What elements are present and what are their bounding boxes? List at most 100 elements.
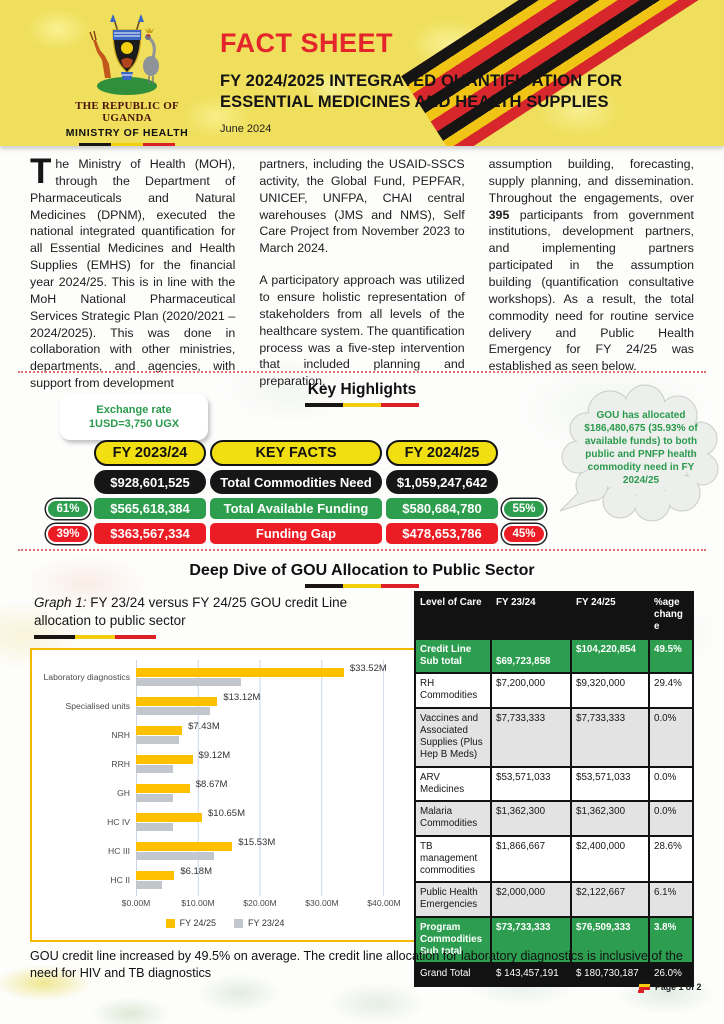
chart-bar-fy2425 bbox=[136, 696, 218, 706]
deep-dive-heading: Deep Dive of GOU Allocation to Public Se… bbox=[0, 562, 724, 588]
intro-column-3: assumption building, forecasting, supply… bbox=[489, 156, 694, 392]
chart-bar-fy2425 bbox=[136, 667, 344, 677]
exchange-rate-line1: Exchange rate bbox=[96, 403, 172, 416]
alloc-row-tb: TB management commodities $1,866,667 $2,… bbox=[414, 834, 694, 884]
chart-category-label: HC II bbox=[110, 874, 130, 885]
key-facts-header-fy2425: FY 2024/25 bbox=[386, 440, 498, 466]
document-title-line1: FY 2024/2025 INTEGRATED QUANTIFICATION F… bbox=[220, 72, 623, 90]
header-text-block: FACT SHEET FY 2024/2025 INTEGRATED QUANT… bbox=[220, 28, 660, 135]
chart-bar-fy2425 bbox=[136, 870, 175, 880]
chart-bar-fy2324 bbox=[136, 793, 174, 802]
exchange-rate-box: Exchange rate 1USD=3,750 UGX bbox=[60, 394, 208, 440]
legend-item-fy2324: FY 23/24 bbox=[234, 918, 284, 928]
chart-bar-fy2324 bbox=[136, 851, 215, 860]
chart-category-row: Specialised units $13.12M bbox=[40, 691, 384, 720]
allocation-header-row: Level of Care FY 23/24 FY 24/25 %age cha… bbox=[414, 591, 694, 640]
chart-bar-fy2324 bbox=[136, 706, 211, 715]
chart-category-row: Laboratory diagnostics $33.52M bbox=[40, 662, 387, 691]
chart-category-label: Specialised units bbox=[65, 700, 131, 711]
legend-swatch-fy2324 bbox=[234, 918, 243, 928]
graph-caption: Graph 1: FY 23/24 versus FY 24/25 GOU cr… bbox=[34, 594, 404, 639]
intro-col1-text: he Ministry of Health (MOH), through the… bbox=[30, 157, 236, 391]
alloc-header-level: Level of Care bbox=[414, 591, 492, 640]
alloc-row-rh: RH Commodities $7,200,000 $9,320,000 29.… bbox=[414, 672, 694, 709]
document-title: FY 2024/2025 INTEGRATED QUANTIFICATION F… bbox=[220, 71, 660, 114]
gou-credit-line-bar-chart: Laboratory diagnostics $33.52M Specialis… bbox=[30, 648, 420, 942]
intro-col3-participants-count: 395 bbox=[488, 207, 510, 222]
intro-col2-paragraph1: partners, including the USAID-SSCS activ… bbox=[259, 157, 465, 256]
chart-category-label: NRH bbox=[111, 729, 130, 740]
logo-block: THE REPUBLIC OF UGANDA MINISTRY OF HEALT… bbox=[52, 14, 202, 146]
chart-category-row: HC II $6.18M bbox=[40, 865, 384, 894]
chart-data-label: $9.12M bbox=[198, 749, 231, 761]
chart-category-label: RRH bbox=[111, 758, 130, 769]
chart-bar-fy2324 bbox=[136, 677, 242, 686]
chart-bar-fy2425 bbox=[136, 841, 233, 851]
alloc-row-malaria: Malaria Commodities $1,362,300 $1,362,30… bbox=[414, 800, 694, 837]
alloc-row-grand-total: Grand Total $ 143,457,191 $ 180,730,187 … bbox=[414, 962, 694, 987]
chart-x-axis: $0.00M $10.00M $20.00M $30.00M $40.00M bbox=[122, 898, 401, 912]
gap-left-percent-badge: 39% bbox=[46, 523, 90, 544]
alloc-header-fy2425: FY 24/25 bbox=[570, 591, 650, 640]
key-facts-row-available-funding: 61% $565,618,384 Total Available Funding… bbox=[46, 498, 546, 519]
chart-rows: Laboratory diagnostics $33.52M Specialis… bbox=[40, 660, 387, 894]
alloc-header-change: %age change bbox=[648, 591, 694, 640]
footer-note: GOU credit line increased by 49.5% on av… bbox=[30, 949, 683, 980]
chart-legend: FY 24/25 FY 23/24 bbox=[40, 918, 410, 928]
intro-column-2: partners, including the USAID-SSCS activ… bbox=[259, 156, 464, 392]
chart-category-label: GH bbox=[117, 787, 130, 798]
chart-category-row: HC IV $10.65M bbox=[40, 807, 384, 836]
chart-category-label: Laboratory diagnostics bbox=[43, 671, 130, 682]
page-number-text: Page 1 of 2 bbox=[655, 982, 702, 992]
document-date: June 2024 bbox=[220, 122, 272, 135]
chart-bar-fy2425 bbox=[136, 725, 183, 735]
republic-of-uganda-label: THE REPUBLIC OF UGANDA bbox=[75, 100, 179, 124]
chart-data-label: $8.67M bbox=[195, 778, 228, 790]
key-facts-header-fy2324: FY 2023/24 bbox=[94, 440, 206, 466]
legend-label-fy2324: FY 23/24 bbox=[248, 918, 285, 928]
ministry-of-health-label: MINISTRY OF HEALTH bbox=[65, 127, 189, 139]
legend-swatch-fy2425 bbox=[165, 918, 175, 928]
chart-bar-fy2324 bbox=[136, 822, 173, 831]
key-facts-row-funding-gap: 39% $363,567,334 Funding Gap $478,653,78… bbox=[46, 523, 546, 544]
need-fy2324-value: $928,601,525 bbox=[94, 470, 206, 494]
chart-category-label: HC IV bbox=[107, 816, 130, 827]
chart-bar-fy2324 bbox=[136, 735, 179, 744]
funding-fy2425-value: $580,684,780 bbox=[386, 498, 498, 519]
key-facts-table: FY 2023/24 KEY FACTS FY 2024/25 $928,601… bbox=[46, 440, 546, 548]
exchange-rate-line2: 1USD=3,750 UGX bbox=[88, 418, 180, 430]
chart-bar-fy2324 bbox=[136, 764, 173, 773]
alloc-row-program-subtotal: Program Commodities Sub total $73,733,33… bbox=[414, 915, 694, 965]
key-facts-row-commodities-need: $928,601,525 Total Commodities Need $1,0… bbox=[46, 470, 546, 494]
chart-data-label: $13.12M bbox=[223, 691, 261, 703]
chart-category-row: HC III $15.53M bbox=[40, 836, 384, 865]
chart-x-tick: $0.00M bbox=[121, 898, 151, 908]
deep-dive-title-text: Deep Dive of GOU Allocation to Public Se… bbox=[189, 562, 535, 579]
chart-data-label: $15.53M bbox=[238, 836, 276, 848]
page-number: Page 1 of 2 bbox=[638, 981, 701, 993]
chart-category-row: RRH $9.12M bbox=[40, 749, 384, 778]
chart-bar-fy2425 bbox=[136, 783, 190, 793]
alloc-header-fy2324: FY 23/24 bbox=[490, 591, 572, 640]
uganda-coat-of-arms-icon bbox=[89, 14, 159, 95]
graph-number-label: Graph 1: bbox=[34, 595, 87, 610]
tricolor-bar bbox=[79, 143, 175, 146]
chart-category-row: NRH $7.43M bbox=[40, 720, 384, 749]
alloc-row-arv: ARV Medicines $53,571,033 $53,571,033 0.… bbox=[414, 765, 694, 803]
key-highlights-underline bbox=[305, 403, 419, 407]
fact-sheet-label: FACT SHEET bbox=[220, 28, 394, 58]
need-fact-label: Total Commodities Need bbox=[210, 470, 382, 494]
chart-category-label: HC III bbox=[108, 845, 130, 856]
key-highlights-title-text: Key Highlights bbox=[307, 381, 417, 398]
gap-fact-label: Funding Gap bbox=[210, 523, 382, 544]
chart-data-label: $10.65M bbox=[208, 807, 245, 819]
chart-x-tick: $30.00M bbox=[305, 898, 339, 908]
key-facts-header-facts: KEY FACTS bbox=[210, 440, 382, 466]
funding-right-percent-badge: 55% bbox=[502, 498, 546, 519]
gap-right-percent-badge: 45% bbox=[502, 523, 546, 544]
key-facts-header-row: FY 2023/24 KEY FACTS FY 2024/25 bbox=[46, 440, 546, 466]
chart-bar-fy2425 bbox=[136, 812, 203, 822]
